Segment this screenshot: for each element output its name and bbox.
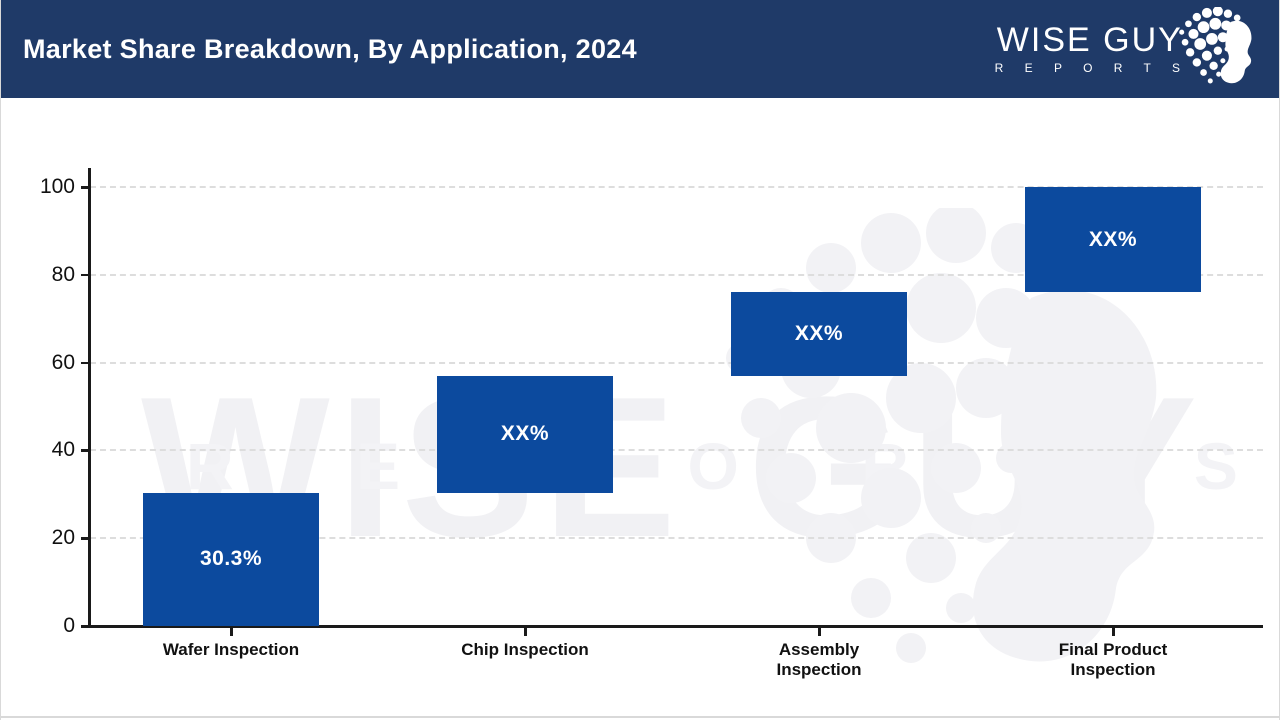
x-category-label: Chip Inspection [461,640,589,659]
x-category-label: Final Product Inspection [1058,640,1168,679]
bar-assembly-inspection: XX% [731,292,907,376]
y-tick-label-40: 40 [51,438,75,462]
y-tick-80 [81,273,90,277]
brand-text: WISE GUY R E P O R T S [991,23,1189,75]
gridline-80 [90,273,1263,276]
bar-value-label: XX% [1088,227,1138,251]
y-tick-label-80: 80 [51,262,75,286]
bar-wafer-inspection: 30.3% [143,492,319,626]
bar-value-label: XX% [794,322,844,346]
x-tick-1 [524,627,527,636]
gridline-60 [90,361,1263,364]
brand-sub: R E P O R T S [994,61,1189,75]
brand-name: WISE GUY [996,21,1183,59]
gridline-40 [90,449,1263,452]
y-tick-label-60: 60 [51,350,75,374]
y-axis [88,168,91,628]
x-axis [88,625,1263,628]
y-tick-40 [81,449,90,452]
y-tick-60 [81,361,90,365]
gridline-100 [90,186,1263,188]
header: Market Share Breakdown, By Application, … [1,0,1279,98]
x-tick-0 [230,627,233,636]
x-tick-3 [1112,627,1115,636]
gridline-20 [90,537,1263,540]
brand-logo: WISE GUY R E P O R T S [991,7,1259,91]
page-title: Market Share Breakdown, By Application, … [23,33,637,64]
y-tick-100 [81,186,90,189]
y-tick-label-20: 20 [51,526,75,550]
x-tick-2 [818,627,821,636]
y-tick-20 [81,537,90,540]
watermark: WISE GUY R E P O R T S [1,98,1279,720]
bar-value-label: XX% [500,422,550,446]
y-tick-label-0: 0 [63,614,75,637]
x-category-label: Wafer Inspection [162,640,300,659]
y-tick-0 [81,625,90,628]
brand-head-icon [1179,7,1252,84]
bottom-rule [1,716,1279,718]
bar-value-label: 30.3% [199,547,263,571]
bar-final-product-inspection: XX% [1025,187,1201,293]
y-tick-label-100: 100 [39,175,75,198]
bar-chip-inspection: XX% [437,375,613,493]
x-category-label: Assembly Inspection [776,640,862,679]
